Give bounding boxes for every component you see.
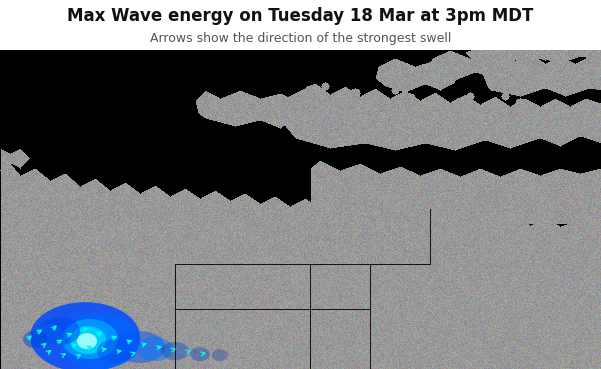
Ellipse shape xyxy=(161,342,189,360)
Ellipse shape xyxy=(70,326,106,354)
Ellipse shape xyxy=(137,337,173,361)
Ellipse shape xyxy=(62,319,118,359)
Ellipse shape xyxy=(30,302,140,369)
Ellipse shape xyxy=(212,349,228,361)
Ellipse shape xyxy=(190,347,210,361)
Ellipse shape xyxy=(23,330,47,348)
Ellipse shape xyxy=(97,339,133,363)
Ellipse shape xyxy=(40,317,80,345)
Text: Max Wave energy on Tuesday 18 Mar at 3pm MDT: Max Wave energy on Tuesday 18 Mar at 3pm… xyxy=(67,7,534,25)
Text: Arrows show the direction of the strongest swell: Arrows show the direction of the stronge… xyxy=(150,32,451,45)
Ellipse shape xyxy=(36,324,64,344)
Ellipse shape xyxy=(77,333,97,349)
Ellipse shape xyxy=(60,313,140,369)
Ellipse shape xyxy=(115,331,165,363)
